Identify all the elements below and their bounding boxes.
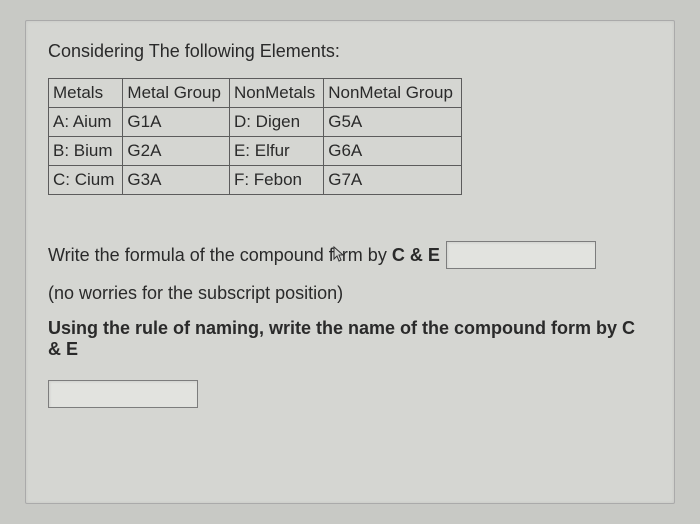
cell: D: Digen — [229, 108, 323, 137]
q2-text: Using the rule of naming, write the name… — [48, 318, 622, 338]
table-header-row: Metals Metal Group NonMetals NonMetal Gr… — [49, 79, 462, 108]
q1-text-prefix: Write the formula of the compound f — [48, 245, 334, 265]
col-nonmetal-group: NonMetal Group — [324, 79, 462, 108]
cell: B: Bium — [49, 137, 123, 166]
q1-text-suffix: rm by — [342, 245, 392, 265]
cell: G7A — [324, 166, 462, 195]
cell: G2A — [123, 137, 230, 166]
cell: E: Elfur — [229, 137, 323, 166]
elements-table: Metals Metal Group NonMetals NonMetal Gr… — [48, 78, 462, 195]
cell: G6A — [324, 137, 462, 166]
col-metals: Metals — [49, 79, 123, 108]
heading: Considering The following Elements: — [48, 41, 652, 62]
table-row: B: Bium G2A E: Elfur G6A — [49, 137, 462, 166]
q1-bold: C & E — [392, 245, 440, 265]
cell: A: Aium — [49, 108, 123, 137]
cell: G1A — [123, 108, 230, 137]
question-2: Using the rule of naming, write the name… — [48, 318, 652, 360]
cell: G5A — [324, 108, 462, 137]
formula-input[interactable] — [446, 241, 596, 269]
note: (no worries for the subscript position) — [48, 283, 652, 304]
cell: F: Febon — [229, 166, 323, 195]
table-row: A: Aium G1A D: Digen G5A — [49, 108, 462, 137]
question-panel: Considering The following Elements: Meta… — [25, 20, 675, 504]
name-input[interactable] — [48, 380, 198, 408]
col-metal-group: Metal Group — [123, 79, 230, 108]
cursor-icon — [332, 245, 346, 263]
col-nonmetals: NonMetals — [229, 79, 323, 108]
table-row: C: Cium G3A F: Febon G7A — [49, 166, 462, 195]
question-1: Write the formula of the compound f rm by… — [48, 241, 652, 269]
cell: C: Cium — [49, 166, 123, 195]
cell: G3A — [123, 166, 230, 195]
